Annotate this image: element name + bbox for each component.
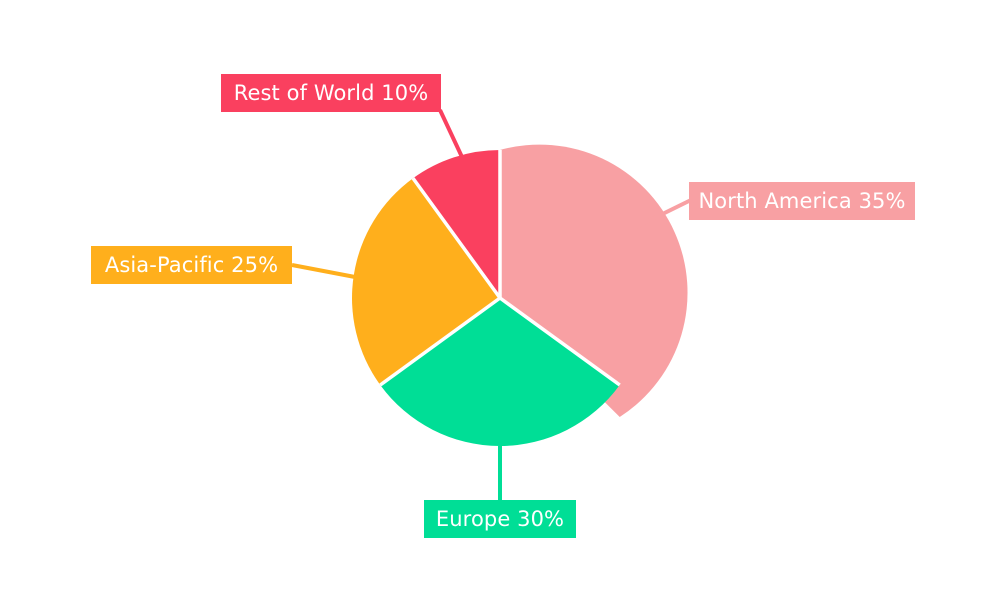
leader-line-rest-of-world bbox=[438, 109, 464, 158]
leader-line-asia-pacific bbox=[291, 263, 356, 279]
slice-separators bbox=[379, 150, 621, 387]
pie-label-rest-of-world[interactable]: Rest of World 10% bbox=[221, 74, 441, 112]
pie-slice-north-america-shape[interactable] bbox=[500, 144, 688, 418]
pie-slice-rest-of-world[interactable] bbox=[413, 150, 500, 298]
pie-label-north-america[interactable]: North America 35% bbox=[689, 182, 915, 220]
pie-label-asia-pacific[interactable]: Asia-Pacific 25% bbox=[91, 246, 292, 284]
pie-slice-europe[interactable] bbox=[380, 298, 620, 446]
pie-slice-asia-pacific[interactable] bbox=[352, 178, 500, 385]
pie-label-europe[interactable]: Europe 30% bbox=[424, 500, 576, 538]
leader-lines bbox=[291, 109, 692, 502]
leader-line-north-america bbox=[633, 198, 692, 230]
